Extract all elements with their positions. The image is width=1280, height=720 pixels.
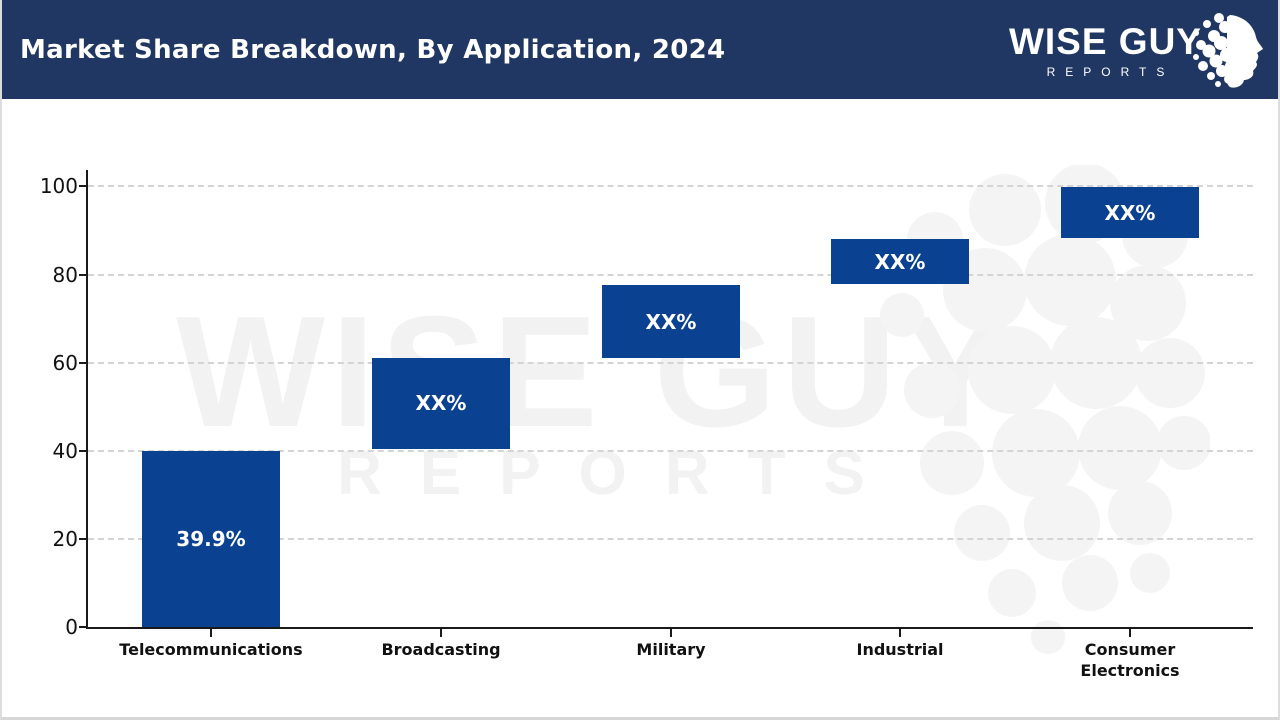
page-title: Market Share Breakdown, By Application, … — [20, 34, 726, 65]
watermark-subtext: REPORTS — [337, 439, 903, 508]
x-category-label: Industrial — [856, 640, 944, 659]
x-tick-mark-5 — [1129, 629, 1131, 637]
bar-value-label: XX% — [1104, 200, 1156, 225]
watermark-dotted-head-icon — [880, 165, 1210, 654]
y-tick-mark-80 — [79, 273, 87, 276]
y-tick-label-80: 80 — [52, 262, 78, 287]
bar-segment: XX% — [1061, 187, 1199, 239]
bar-segment: XX% — [372, 358, 510, 449]
gridline-40 — [88, 449, 1253, 452]
y-tick-label-60: 60 — [52, 350, 78, 375]
x-category-label: Broadcasting — [381, 640, 501, 659]
x-axis-line — [86, 627, 1253, 629]
wise-guy-reports-logo: WISE GUY REPORTS — [1009, 9, 1270, 93]
bar-value-label: XX% — [415, 391, 467, 416]
y-tick-mark-100 — [79, 185, 87, 188]
x-tick-mark-3 — [670, 629, 672, 637]
y-axis-line — [86, 170, 88, 629]
y-tick-mark-60 — [79, 361, 87, 364]
x-category-label: Telecommunications — [119, 640, 303, 659]
logo-wordmark: WISE GUY — [1008, 21, 1202, 62]
bar-value-label: XX% — [645, 309, 697, 334]
x-tick-mark-2 — [440, 629, 442, 637]
bar-value-label: XX% — [874, 249, 926, 274]
gridline-60 — [88, 361, 1253, 364]
logo-text: WISE GUY REPORTS — [1009, 23, 1202, 79]
y-tick-mark-20 — [79, 537, 87, 540]
x-tick-mark-4 — [899, 629, 901, 637]
y-tick-label-100: 100 — [39, 174, 78, 199]
header-bar: Market Share Breakdown, By Application, … — [0, 0, 1280, 99]
bar-value-label: 39.9% — [176, 527, 246, 552]
gridline-80 — [88, 273, 1253, 276]
logo-subtitle: REPORTS — [1046, 65, 1175, 79]
gridline-20 — [88, 537, 1253, 540]
y-tick-label-20: 20 — [52, 526, 78, 551]
x-category-label: Consumer Electronics — [1080, 640, 1180, 680]
x-tick-mark-1 — [210, 629, 212, 637]
x-category-label: Military — [636, 640, 706, 659]
y-tick-mark-40 — [79, 449, 87, 452]
logo-dotted-head-icon — [1193, 13, 1263, 88]
y-tick-label-0: 0 — [65, 615, 78, 639]
y-tick-label-40: 40 — [52, 438, 78, 463]
bar-segment: 39.9% — [142, 451, 280, 627]
bar-segment: XX% — [602, 285, 740, 359]
y-tick-mark-0 — [79, 626, 87, 628]
bar-segment: XX% — [831, 239, 969, 285]
gridline-100 — [88, 185, 1253, 188]
watermark-text: WISE GUY — [175, 284, 1015, 460]
